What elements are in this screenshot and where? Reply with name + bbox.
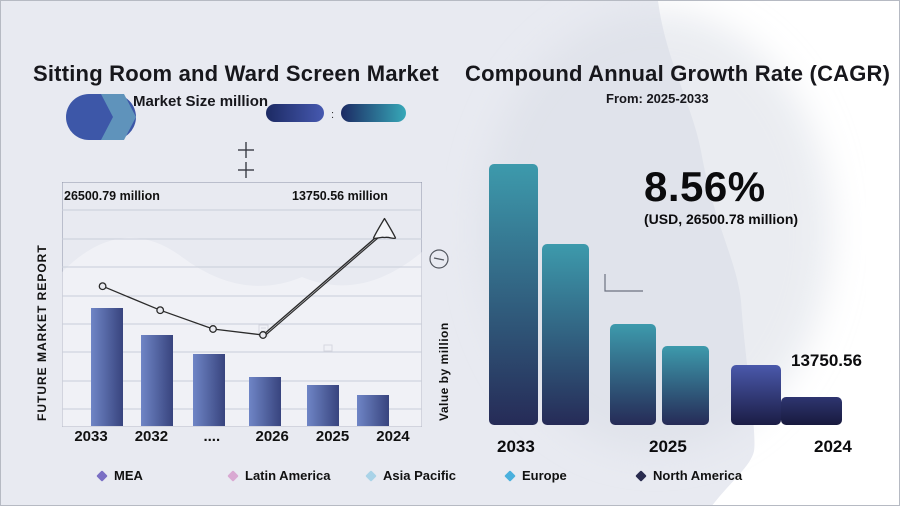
svg-text:13750.56 million: 13750.56 million (292, 189, 388, 203)
svg-text:26500.79 million: 26500.79 million (64, 189, 160, 203)
svg-text::: : (331, 109, 334, 121)
